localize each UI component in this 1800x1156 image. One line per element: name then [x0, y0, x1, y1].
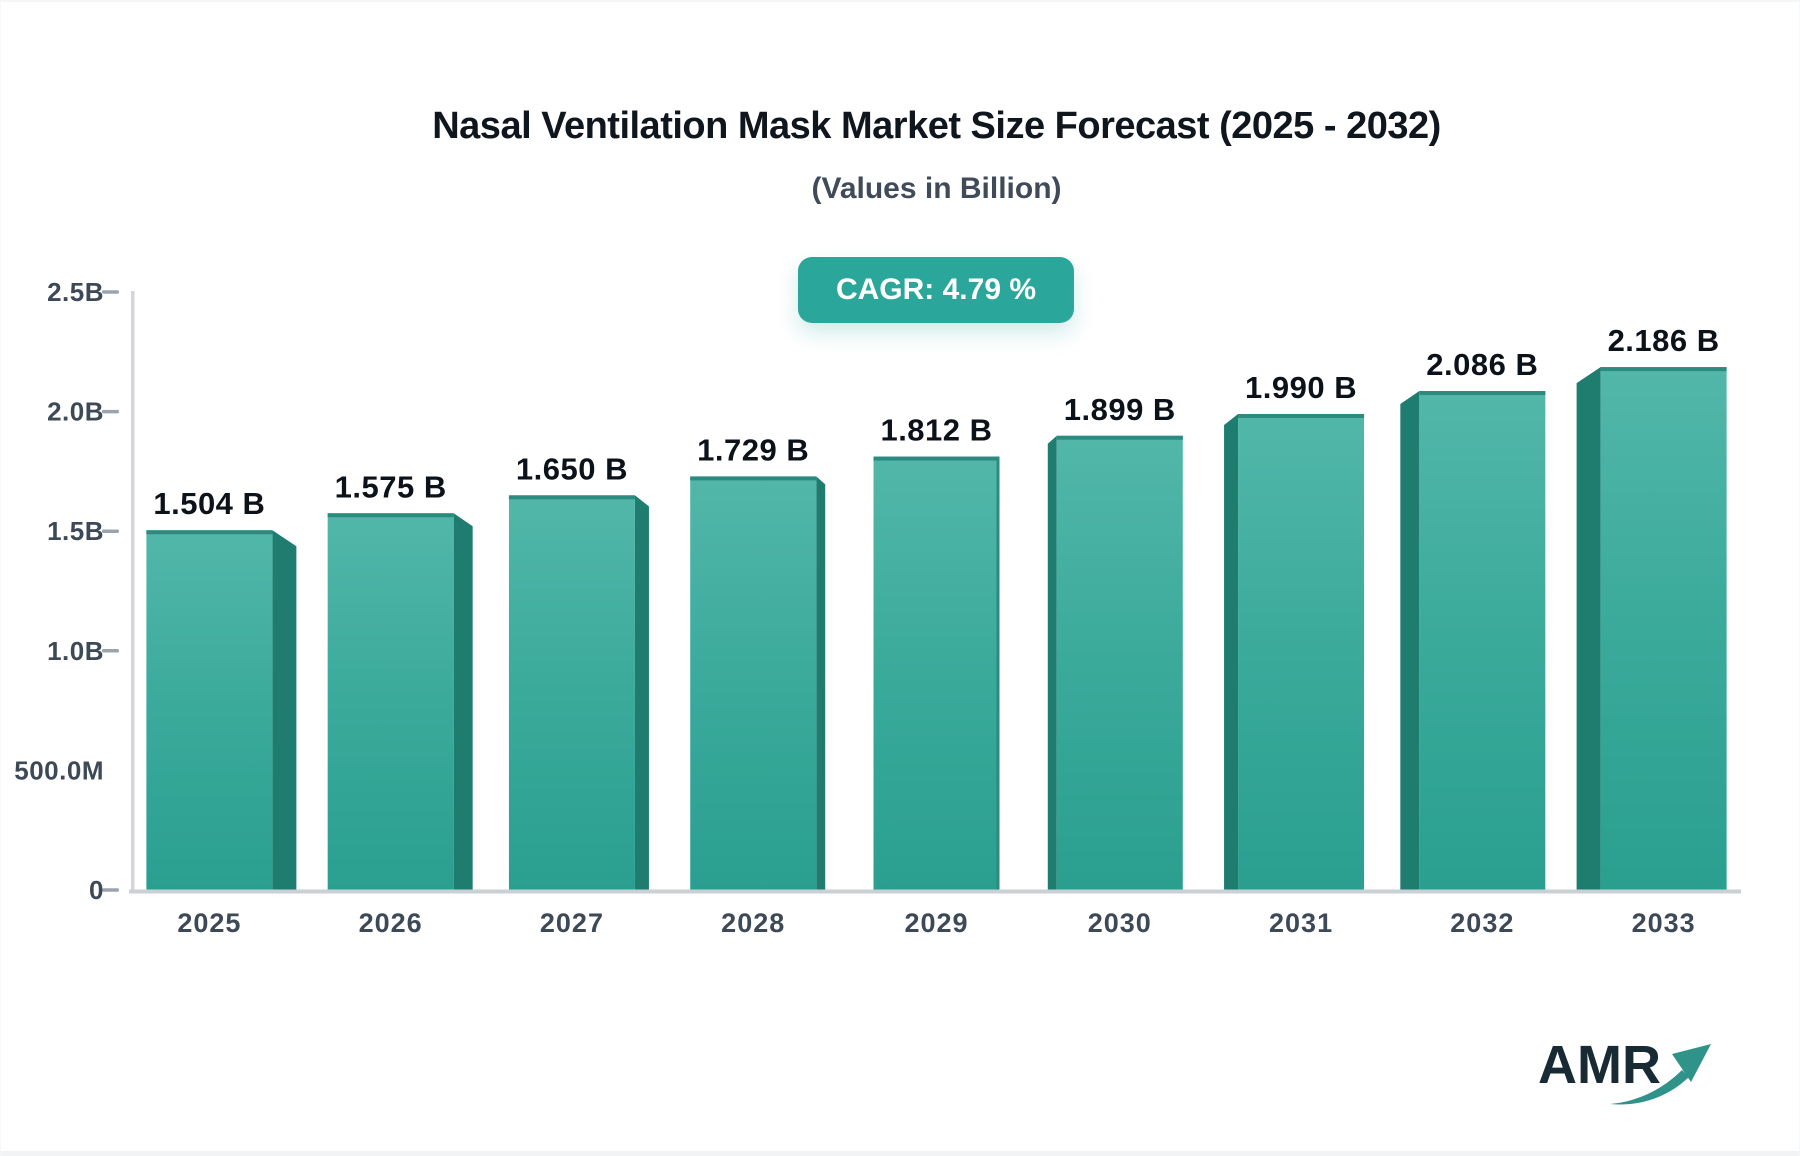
y-axis-line	[131, 291, 135, 891]
x-axis-tick-label: 2030	[1088, 908, 1152, 938]
bar-top-edge	[1238, 413, 1365, 418]
bar-top-edge	[327, 513, 454, 518]
y-axis-tick-label: 1.5B	[47, 516, 104, 546]
amr-logo-text: AMR	[1538, 1035, 1661, 1095]
bar-side-face	[1224, 413, 1239, 890]
bar-value-label: 1.575 B	[335, 469, 447, 504]
bar-side-face	[453, 513, 473, 890]
bar-top-edge	[1419, 391, 1546, 396]
bar-side-face	[1400, 391, 1420, 890]
bar-value-label: 1.650 B	[516, 451, 628, 486]
bar-side-face	[634, 495, 649, 890]
x-axis-tick-label: 2025	[177, 908, 241, 938]
cagr-badge: CAGR: 4.79 %	[797, 257, 1075, 323]
y-tick-dash	[102, 409, 119, 414]
x-axis-line	[129, 889, 1741, 894]
bar-side-face	[272, 530, 297, 890]
x-axis-tick-label: 2027	[540, 908, 604, 938]
y-axis-tick-label: 2.5B	[47, 277, 104, 307]
y-tick-dash	[102, 529, 119, 533]
x-axis-tick-label: 2031	[1269, 908, 1333, 938]
bar-top-edge	[508, 495, 635, 500]
growth-arrow-swoosh	[1610, 1070, 1689, 1105]
bar-side-face	[1576, 367, 1601, 891]
growth-arrow-icon	[1610, 1044, 1711, 1105]
y-axis-tick-label: 1.0B	[47, 636, 104, 666]
x-axis-tick-label: 2033	[1632, 908, 1696, 938]
bar-value-label: 2.186 B	[1608, 323, 1720, 358]
bar-2027	[508, 495, 635, 890]
bar-2033	[1600, 367, 1727, 891]
y-tick-dash	[102, 290, 119, 294]
bar-2029	[873, 456, 1000, 890]
y-axis-tick-label: 500.0M	[14, 755, 104, 785]
amr-logo: AMR	[1519, 1034, 1734, 1129]
y-tick-dash	[102, 888, 119, 892]
bar-top-edge	[873, 456, 1000, 461]
chart-subtitle: (Values in Billion)	[811, 172, 1062, 205]
bar-2028	[690, 476, 817, 890]
bar-2025	[146, 530, 273, 890]
bar-right-edge	[996, 456, 1000, 890]
bar-value-label: 1.812 B	[880, 413, 992, 448]
bar-top-edge	[1056, 435, 1183, 440]
bar-top-edge	[690, 476, 817, 481]
bar-value-label: 1.729 B	[697, 432, 809, 467]
chart-title: Nasal Ventilation Mask Market Size Forec…	[432, 105, 1441, 147]
bar-2030	[1056, 435, 1183, 890]
bar-top-edge	[146, 530, 273, 535]
bar-value-label: 1.990 B	[1245, 370, 1357, 405]
y-tick-dash	[102, 649, 119, 653]
bar-value-label: 1.504 B	[153, 486, 265, 521]
bar-value-label: 1.899 B	[1064, 392, 1176, 427]
x-axis-tick-label: 2028	[721, 908, 785, 938]
x-axis-tick-label: 2032	[1450, 908, 1514, 938]
bar-2026	[327, 513, 454, 890]
x-axis-tick-label: 2026	[359, 908, 423, 938]
bar-2031	[1238, 413, 1365, 890]
bar-side-face	[816, 476, 826, 890]
x-axis-tick-label: 2029	[904, 908, 968, 938]
bar-top-edge	[1600, 367, 1727, 372]
y-axis-tick-label: 2.0B	[47, 397, 104, 427]
bar-value-label: 2.086 B	[1426, 347, 1538, 382]
growth-arrow-head	[1672, 1044, 1711, 1082]
bar-side-face	[1047, 435, 1057, 890]
y-axis-tick-label: 0	[89, 875, 104, 905]
bar-2032	[1419, 391, 1546, 890]
